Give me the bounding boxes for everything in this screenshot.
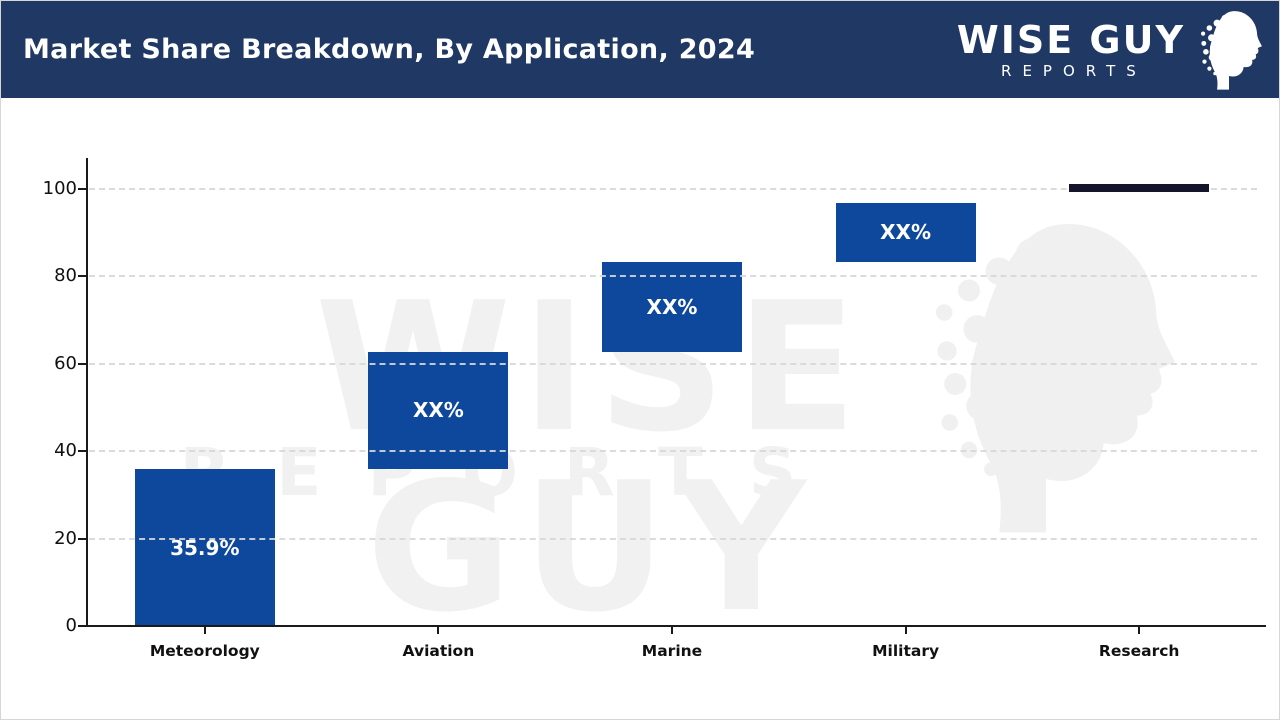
gridline-20 (89, 537, 1257, 540)
y-tick-mark-0 (78, 625, 86, 627)
x-category-label-military: Military (872, 642, 940, 660)
y-tick-label-0: 0 (65, 615, 77, 636)
y-tick-mark-40 (78, 450, 86, 453)
bar-value-label-research: XX% (1069, 183, 1210, 208)
y-tick-label-20: 20 (54, 527, 77, 549)
x-tick-mark-military (904, 626, 907, 634)
gridline-40 (89, 450, 1257, 453)
bar-meteorology (134, 469, 275, 626)
y-tick-label-60: 60 (54, 352, 77, 374)
y-tick-label-40: 40 (54, 440, 77, 462)
wiseguy-logo: WISE GUY REPORTS (957, 7, 1269, 91)
y-axis-line (86, 158, 88, 627)
gridline-60 (89, 362, 1257, 365)
logo-head-icon (1201, 11, 1262, 90)
bar-military (835, 202, 976, 263)
bar-value-label-marine: XX% (646, 294, 698, 319)
gridline-100 (89, 188, 1257, 190)
x-category-label-marine: Marine (641, 642, 703, 660)
logo-wise-guy-text: WISE GUY (956, 17, 1185, 62)
x-category-label-research: Research (1098, 642, 1180, 660)
chart-title: Market Share Breakdown, By Application, … (23, 34, 756, 65)
bar-value-label-meteorology: 35.9% (170, 535, 240, 560)
x-category-label-aviation: Aviation (402, 642, 475, 660)
x-tick-mark-aviation (437, 626, 440, 634)
x-axis-line (86, 625, 1266, 627)
x-tick-mark-meteorology (203, 626, 206, 634)
y-tick-label-80: 80 (54, 265, 77, 287)
x-category-label-meteorology: Meteorology (149, 642, 260, 660)
bar-value-label-aviation: XX% (412, 398, 464, 423)
y-tick-mark-100 (78, 188, 86, 190)
gridline-80 (89, 275, 1257, 278)
y-tick-mark-60 (78, 362, 86, 365)
y-tick-label-100: 100 (42, 178, 77, 199)
x-tick-mark-research (1138, 626, 1141, 634)
y-tick-mark-20 (78, 537, 86, 540)
bar-value-label-military: XX% (880, 220, 932, 245)
bar-aviation (368, 351, 509, 470)
header-bar: Market Share Breakdown, By Application, … (1, 1, 1279, 98)
logo-reports-text: REPORTS (1001, 61, 1147, 80)
x-tick-mark-marine (671, 626, 673, 634)
logo-text: WISE GUY REPORTS (957, 19, 1185, 80)
y-tick-mark-80 (78, 275, 86, 278)
